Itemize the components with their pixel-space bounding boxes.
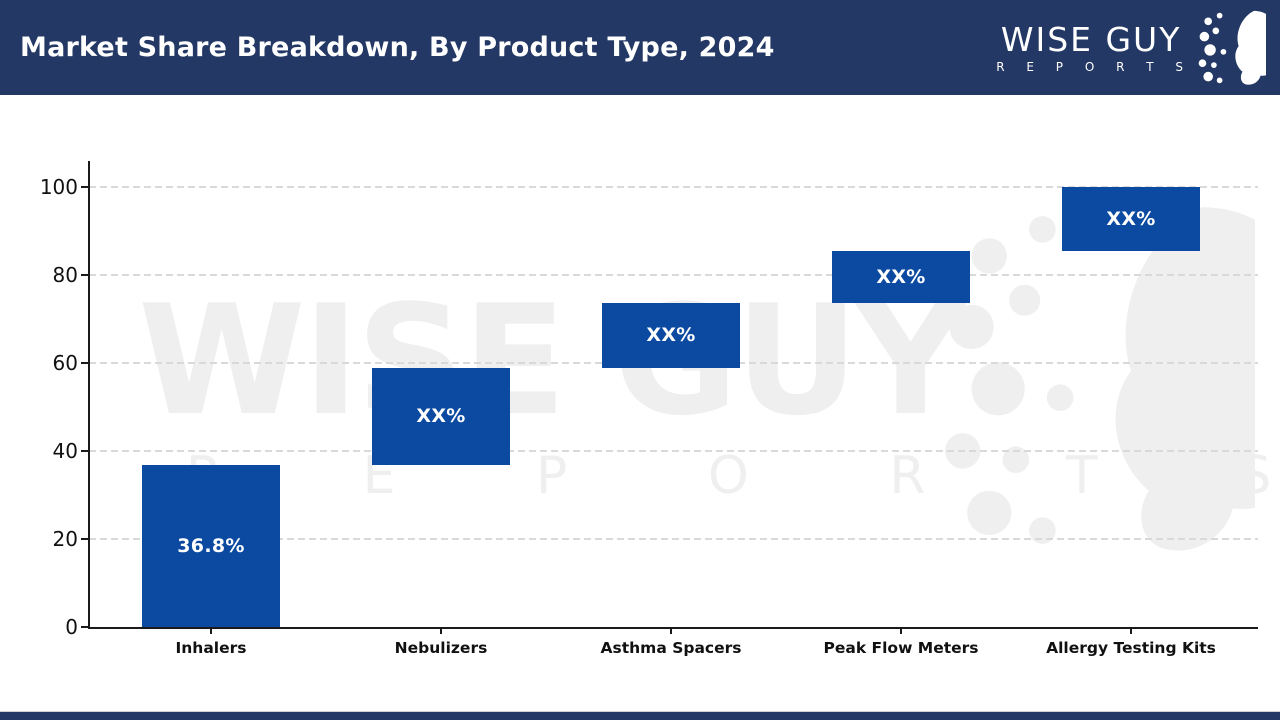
brand-name: WISE GUY [1000,19,1182,59]
x-axis-tick-mark [900,627,902,634]
chart-title: Market Share Breakdown, By Product Type,… [20,32,775,63]
gridline-80 [89,274,1258,276]
x-axis-category-label: Nebulizers [394,639,488,657]
brand-logo: WISE GUY R E P O R T S [990,8,1280,88]
waterfall-bar-4: XX% [832,250,970,304]
bar-value-label: XX% [646,324,696,347]
x-axis-tick-mark [670,627,672,634]
x-axis-tick-mark [1130,627,1132,634]
y-axis-tick-mark [81,274,88,276]
waterfall-bar-5: XX% [1062,187,1200,251]
bar-value-label: XX% [1106,207,1156,230]
x-axis-category-label: Asthma Spacers [600,639,742,657]
bar-value-label: XX% [876,265,926,288]
waterfall-bar-2: XX% [372,367,510,466]
bar-value-label: 36.8% [177,535,245,558]
watermark-face-icon [945,207,1255,551]
y-axis-tick-label: 20 [52,527,78,551]
y-axis-tick-mark [81,626,88,628]
watermark-text-reports: R E P O R T S [186,446,1280,506]
y-axis-tick-label: 100 [39,175,78,199]
y-axis-tick-label: 0 [65,615,78,639]
waterfall-bar-3: XX% [602,303,740,368]
waterfall-bar-1: 36.8% [142,465,280,627]
header-bar: Market Share Breakdown, By Product Type,… [0,0,1280,95]
y-axis-tick-mark [81,450,88,452]
footer-bar [0,711,1280,720]
gridline-100 [89,186,1258,188]
x-axis-tick-mark [210,627,212,634]
watermark-text: WISE GUY [138,272,966,449]
x-axis-category-label: Peak Flow Meters [823,639,979,657]
y-axis-tick-label: 40 [52,439,78,463]
gridline-20 [89,538,1258,540]
x-axis-category-label: Inhalers [175,639,247,657]
brand-subtitle: R E P O R T S [996,59,1192,74]
y-axis-tick-mark [81,186,88,188]
y-axis-line [88,161,90,629]
dotted-face-profile-icon [1198,10,1266,85]
y-axis-tick-label: 60 [52,351,78,375]
gridline-40 [89,450,1258,452]
x-axis-category-label: Allergy Testing Kits [1046,639,1216,657]
x-axis-line [88,627,1258,629]
x-axis-tick-mark [440,627,442,634]
y-axis-tick-label: 80 [52,263,78,287]
bar-value-label: XX% [416,405,466,428]
y-axis-tick-mark [81,538,88,540]
y-axis-tick-mark [81,362,88,364]
